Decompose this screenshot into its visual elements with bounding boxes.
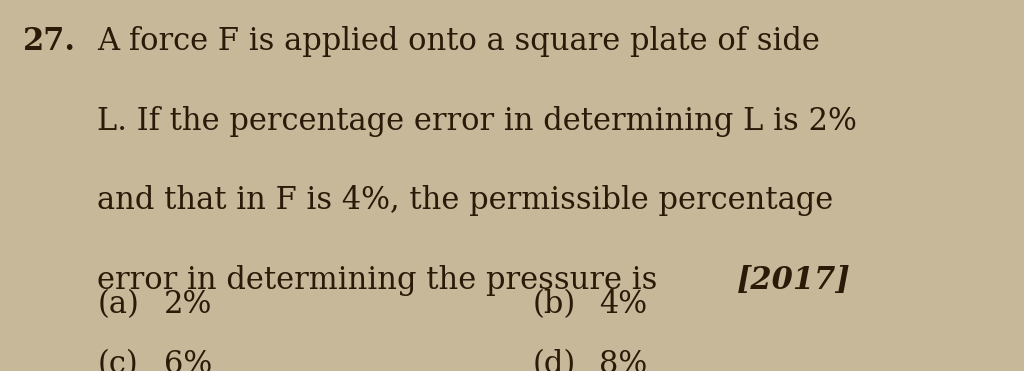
Text: A force F is applied onto a square plate of side: A force F is applied onto a square plate… (97, 26, 820, 57)
Text: error in determining the pressure is: error in determining the pressure is (97, 265, 657, 296)
Text: (d): (d) (532, 349, 575, 371)
Text: (a): (a) (97, 289, 139, 321)
Text: and that in F is 4%, the permissible percentage: and that in F is 4%, the permissible per… (97, 186, 834, 217)
Text: (c): (c) (97, 349, 138, 371)
Text: 4%: 4% (599, 289, 647, 321)
Text: [2017]: [2017] (737, 265, 851, 296)
Text: (b): (b) (532, 289, 575, 321)
Text: 8%: 8% (599, 349, 647, 371)
Text: L. If the percentage error in determining L is 2%: L. If the percentage error in determinin… (97, 106, 857, 137)
Text: 6%: 6% (164, 349, 212, 371)
Text: 27.: 27. (23, 26, 76, 57)
Text: 2%: 2% (164, 289, 212, 321)
